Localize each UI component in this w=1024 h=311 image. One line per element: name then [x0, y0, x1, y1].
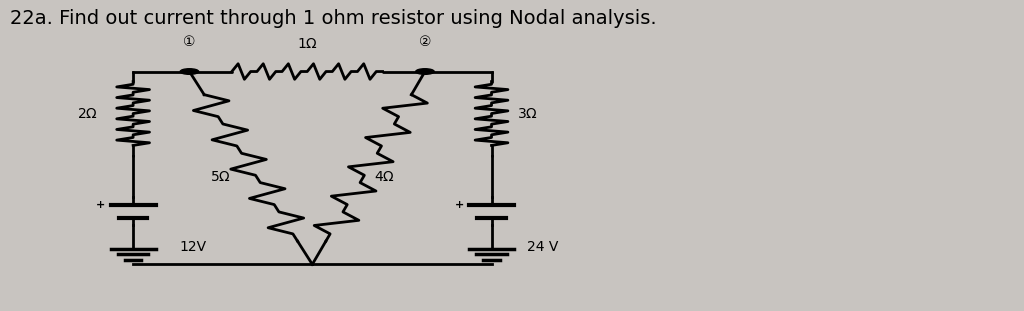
Text: 3$\Omega$: 3$\Omega$ [517, 106, 538, 121]
Text: +: + [96, 200, 105, 210]
Text: 22a. Find out current through 1 ohm resistor using Nodal analysis.: 22a. Find out current through 1 ohm resi… [10, 9, 656, 28]
Text: 4$\Omega$: 4$\Omega$ [374, 170, 394, 184]
Text: 5$\Omega$: 5$\Omega$ [210, 170, 230, 184]
Text: 24 V: 24 V [527, 240, 559, 254]
Text: 12V: 12V [179, 240, 206, 254]
Circle shape [416, 69, 434, 74]
Text: 1$\Omega$: 1$\Omega$ [297, 36, 317, 51]
Text: 2$\Omega$: 2$\Omega$ [77, 106, 97, 121]
Text: ②: ② [419, 35, 431, 49]
Text: +: + [455, 200, 464, 210]
Circle shape [180, 69, 199, 74]
Text: ①: ① [183, 35, 196, 49]
